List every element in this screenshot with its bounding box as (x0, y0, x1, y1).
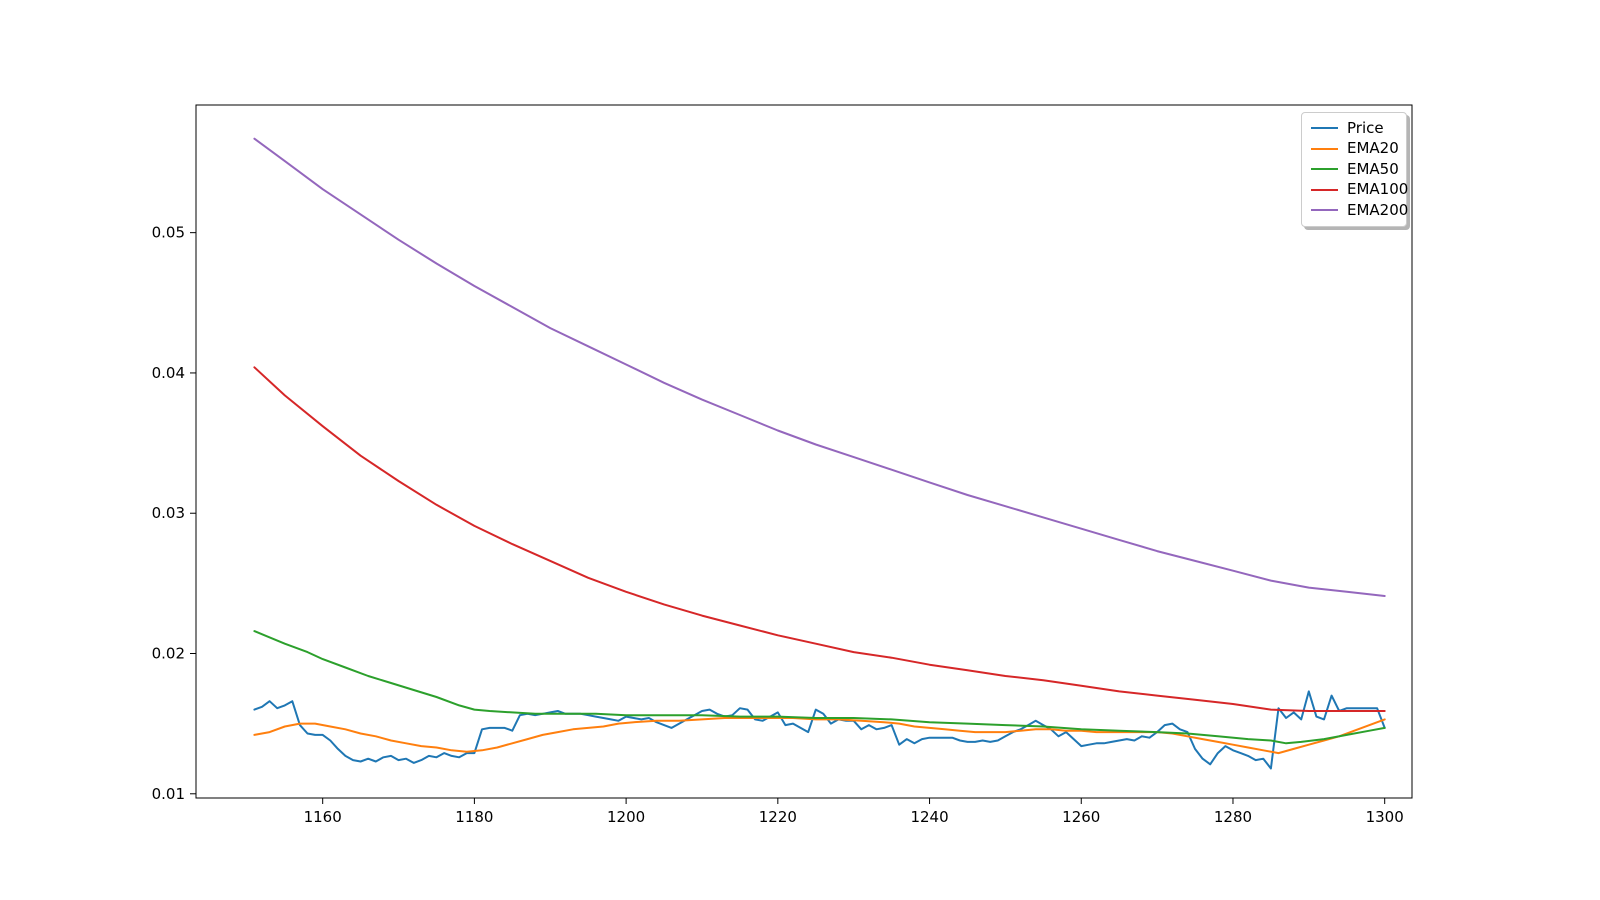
y-tick-label: 0.03 (152, 504, 185, 522)
legend-label-ema50: EMA50 (1347, 159, 1399, 178)
ema100-line-swatch (1311, 188, 1338, 191)
legend-label-price: Price (1347, 118, 1384, 137)
y-tick-label: 0.04 (152, 364, 185, 382)
x-tick-label: 1240 (910, 808, 948, 826)
legend-item-ema200: EMA200 (1311, 200, 1408, 221)
ema200-line-swatch (1311, 209, 1338, 212)
x-tick-label: 1220 (759, 808, 797, 826)
x-tick-label: 1200 (607, 808, 645, 826)
y-tick-label: 0.02 (152, 645, 185, 663)
ema100-line (253, 366, 1386, 712)
ema50-line-swatch (1311, 168, 1338, 171)
x-tick-label: 1280 (1214, 808, 1252, 826)
axes-frame (195, 104, 1413, 799)
ema50-line (253, 630, 1386, 745)
ema200-line (253, 137, 1386, 597)
y-tick-label: 0.01 (152, 785, 185, 803)
legend-label-ema20: EMA20 (1347, 139, 1399, 158)
legend-item-ema50: EMA50 (1311, 159, 1399, 180)
legend-item-price: Price (1311, 118, 1398, 139)
x-tick-label: 1300 (1366, 808, 1404, 826)
ema20-line (253, 717, 1386, 755)
x-tick-label: 1260 (1062, 808, 1100, 826)
legend-label-ema200: EMA200 (1347, 200, 1409, 219)
price-line (253, 690, 1386, 770)
x-tick-label: 1180 (455, 808, 493, 826)
x-tick-label: 1160 (304, 808, 342, 826)
y-tick-label: 0.05 (152, 224, 185, 242)
price-line-swatch (1311, 127, 1338, 130)
legend-box: Price EMA20 EMA50 EMA100 EMA200 (1301, 112, 1408, 227)
legend-label-ema100: EMA100 (1347, 180, 1409, 199)
legend-item-ema20: EMA20 (1311, 139, 1399, 160)
ema20-line-swatch (1311, 147, 1338, 150)
legend-item-ema100: EMA100 (1311, 180, 1408, 201)
